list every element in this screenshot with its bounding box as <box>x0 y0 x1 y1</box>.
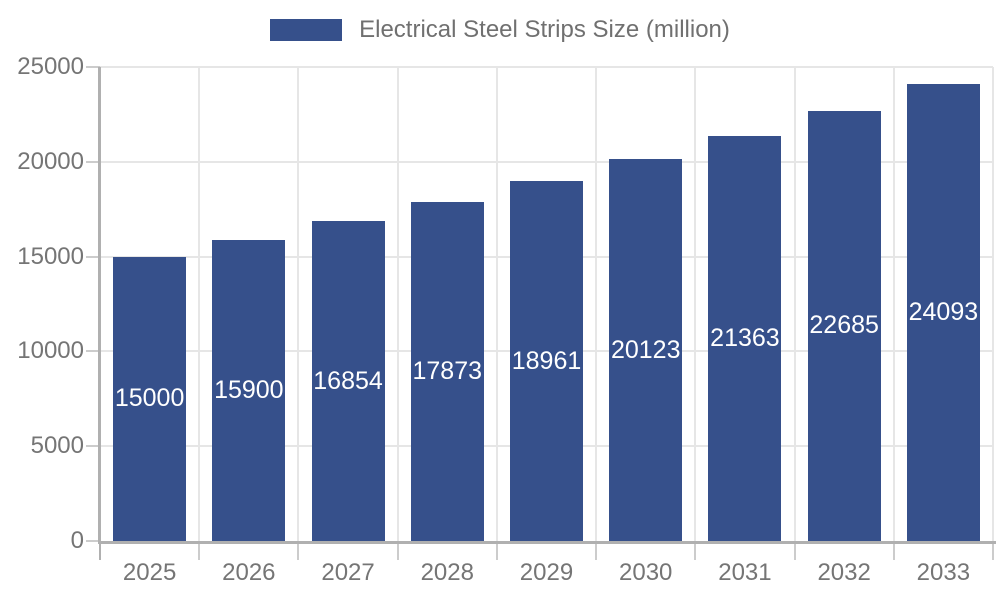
gridline-vertical <box>793 67 796 541</box>
bar[interactable]: 17873 <box>410 202 484 541</box>
x-axis-tick <box>595 544 598 560</box>
x-axis-tick <box>297 544 300 560</box>
x-tick-label: 2028 <box>420 559 474 586</box>
y-axis-tick <box>86 255 100 258</box>
x-axis-tick <box>892 544 895 560</box>
x-tick-label: 2029 <box>519 559 574 586</box>
x-tick-label: 2032 <box>817 559 871 586</box>
y-tick-label: 20000 <box>17 147 84 175</box>
gridline-vertical <box>595 67 598 541</box>
legend-label[interactable]: Electrical Steel Strips Size (million) <box>359 16 730 43</box>
y-tick-label: 10000 <box>17 337 84 365</box>
bar[interactable]: 20123 <box>609 159 683 541</box>
bar[interactable]: 24093 <box>906 84 980 541</box>
bar[interactable]: 15900 <box>212 239 286 541</box>
gridline-horizontal <box>100 160 993 163</box>
bar[interactable]: 21363 <box>708 135 782 541</box>
bar-value-label: 16854 <box>313 366 383 395</box>
bar-value-label: 22685 <box>809 311 879 340</box>
legend-swatch[interactable] <box>270 19 343 41</box>
x-tick-label: 2026 <box>222 559 276 586</box>
y-axis-tick <box>86 66 100 68</box>
y-axis-tick <box>86 540 100 542</box>
gridline-vertical <box>297 67 300 541</box>
gridline-vertical <box>198 67 201 541</box>
bar[interactable]: 18961 <box>510 181 583 541</box>
y-axis-tick <box>86 350 100 353</box>
gridline-horizontal <box>100 66 993 68</box>
bar-value-label: 15000 <box>114 384 185 413</box>
x-axis-tick <box>495 544 498 560</box>
legend[interactable]: Electrical Steel Strips Size (million) <box>0 15 1000 45</box>
x-axis-tick <box>198 544 201 560</box>
x-axis-tick <box>793 544 796 560</box>
gridline-vertical <box>396 67 399 541</box>
bar-value-label: 21363 <box>710 323 780 352</box>
x-tick-label: 2031 <box>718 559 772 586</box>
x-axis-tick <box>992 544 994 560</box>
bar-value-label: 18961 <box>511 346 582 375</box>
bar-value-label: 17873 <box>412 357 483 386</box>
plot-area: 15000 15900 16854 17873 18961 20123 21363 22685… <box>100 66 994 541</box>
gridline-vertical <box>495 67 498 541</box>
y-tick-label: 0 <box>70 527 84 554</box>
x-tick-label: 2030 <box>619 559 673 586</box>
bar-value-label: 24093 <box>908 298 979 327</box>
y-tick-label: 25000 <box>17 53 84 80</box>
x-axis-line <box>98 541 996 544</box>
gridline-vertical <box>892 67 895 541</box>
x-axis-tick <box>694 544 697 560</box>
y-axis-line <box>98 67 101 544</box>
x-tick-label: 2027 <box>321 559 375 586</box>
x-tick-label: 2025 <box>122 559 177 586</box>
y-axis-tick <box>86 445 100 448</box>
x-tick-label: 2033 <box>916 559 971 586</box>
bar-value-label: 20123 <box>610 335 681 364</box>
y-tick-label: 5000 <box>30 432 84 460</box>
y-tick-label: 15000 <box>17 242 84 270</box>
bar[interactable]: 16854 <box>311 221 385 541</box>
x-axis-tick <box>99 544 101 560</box>
gridline-vertical <box>992 67 994 541</box>
gridline-vertical <box>694 67 697 541</box>
bar[interactable]: 15000 <box>113 256 187 541</box>
bar-value-label: 15900 <box>214 375 284 404</box>
x-axis-tick <box>396 544 399 560</box>
y-axis-tick <box>86 160 100 163</box>
bar[interactable]: 22685 <box>807 110 881 541</box>
